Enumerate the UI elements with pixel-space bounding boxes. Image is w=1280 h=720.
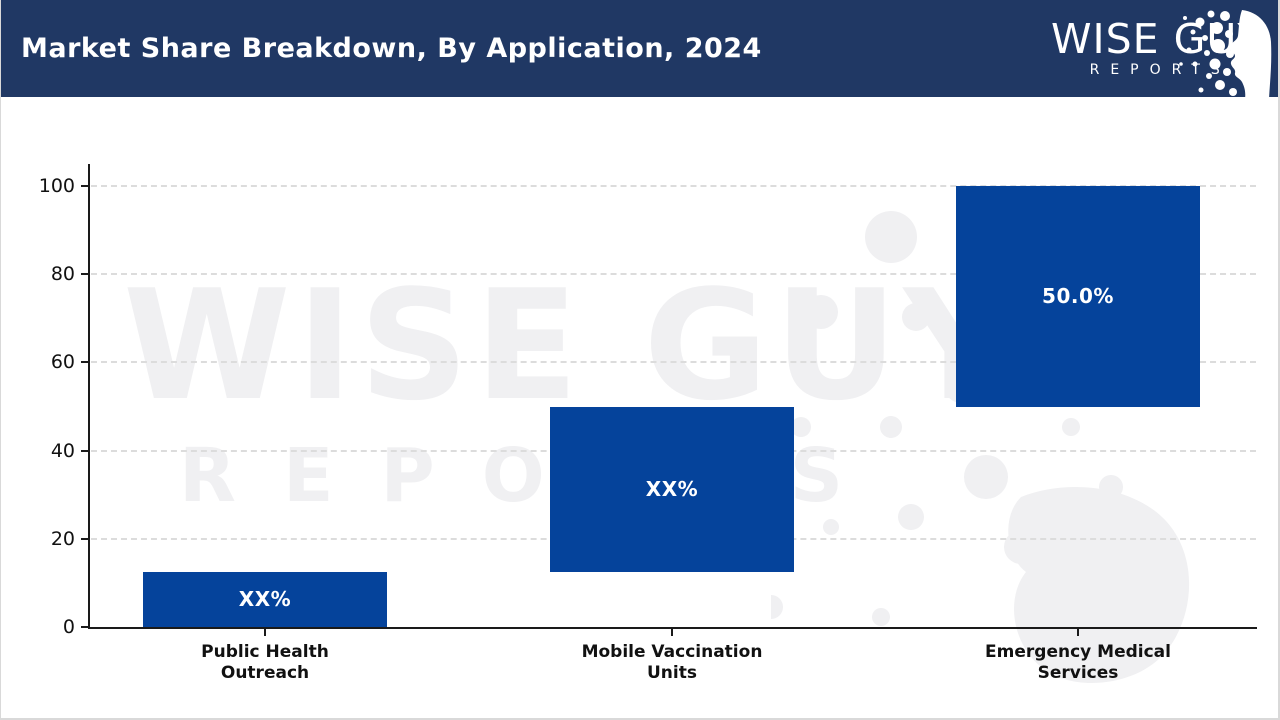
- category-label: Public Health Outreach: [201, 642, 329, 683]
- gridline: [91, 273, 1256, 276]
- chart-title: Market Share Breakdown, By Application, …: [21, 33, 762, 64]
- bar-segment: 50.0%: [956, 186, 1200, 407]
- x-axis-line: [88, 627, 1257, 629]
- brand-logo: WISE GUY REPORTS: [1023, 4, 1273, 99]
- y-tick-label: 20: [50, 527, 75, 550]
- x-axis-tick: [264, 629, 266, 636]
- y-tick-label: 100: [38, 175, 75, 198]
- y-tick-label: 60: [50, 351, 75, 374]
- x-axis-tick: [1077, 629, 1079, 636]
- gridline: [91, 361, 1256, 364]
- x-axis-tick: [671, 629, 673, 636]
- y-axis-tick: [81, 626, 89, 628]
- bar-value-label: 50.0%: [1042, 284, 1114, 309]
- category-label: Mobile Vaccination Units: [581, 642, 763, 683]
- y-axis-tick: [81, 537, 89, 540]
- bar-segment: XX%: [550, 406, 794, 572]
- y-axis-line: [88, 164, 90, 629]
- y-tick-label: 0: [62, 616, 75, 638]
- chart-region: WISE GUY REPORTS 0 20 40 60 80 100 XX% Public H…: [1, 97, 1278, 718]
- y-axis-tick: [81, 185, 89, 188]
- header-bar: Market Share Breakdown, By Application, …: [1, 0, 1278, 99]
- y-tick-label: 80: [50, 263, 75, 286]
- bar-value-label: XX%: [645, 477, 699, 502]
- y-axis-tick: [81, 361, 89, 364]
- category-label: Emergency Medical Services: [985, 642, 1171, 683]
- y-tick-label: 40: [50, 439, 75, 462]
- y-axis-tick: [81, 273, 89, 276]
- bar-segment: XX%: [143, 571, 387, 627]
- brand-subtitle-text: REPORTS: [1089, 62, 1231, 78]
- brand-face-icon: [1179, 10, 1272, 99]
- brand-wordmark: WISE GUY REPORTS: [1051, 18, 1263, 78]
- bar-value-label: XX%: [238, 587, 292, 612]
- gridline: [91, 185, 1256, 188]
- y-axis-tick: [81, 449, 89, 452]
